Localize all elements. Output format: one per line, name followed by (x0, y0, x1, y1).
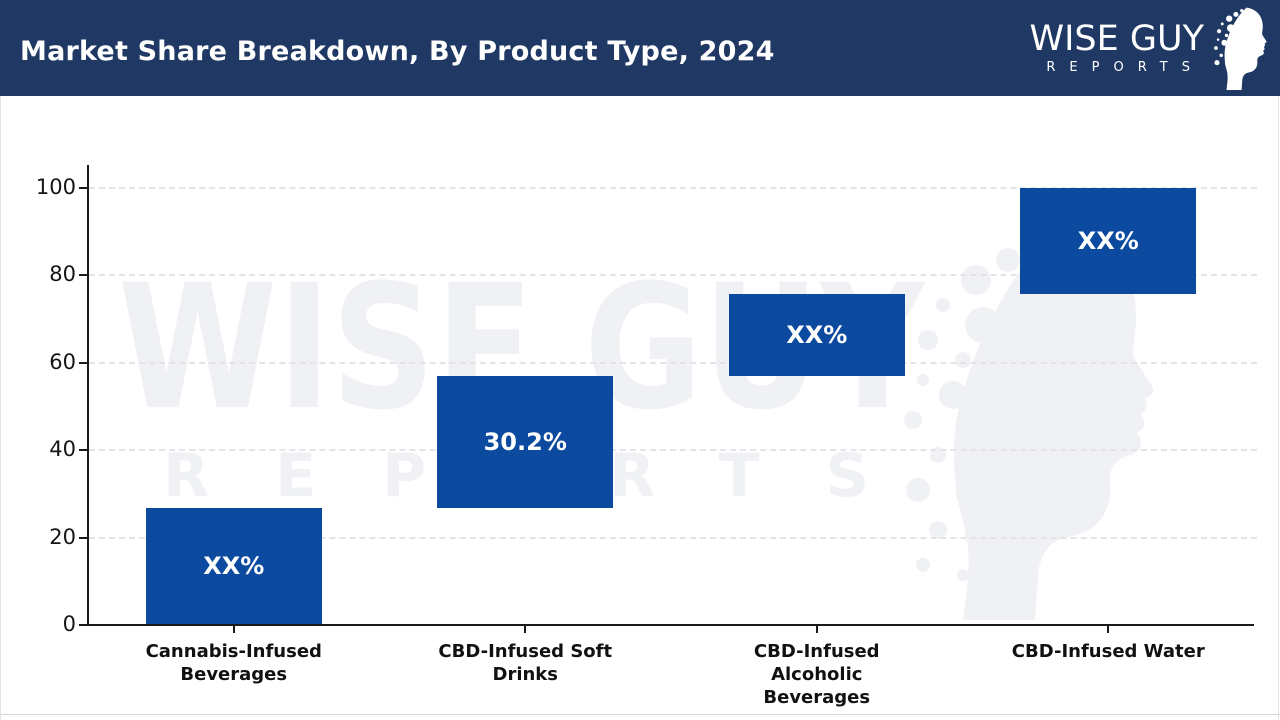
page-title: Market Share Breakdown, By Product Type,… (20, 36, 775, 67)
gridline-60 (89, 361, 1257, 364)
brand-subname: REPORTS (1046, 60, 1204, 76)
x-category-label-1: Cannabis-Infused Beverages (145, 641, 322, 685)
brand-name: WISE GUY (1029, 18, 1204, 59)
gridline-40 (89, 449, 1257, 452)
y-tick-label-100: 100 (35, 175, 76, 199)
y-tick-mark-20 (79, 536, 87, 539)
y-tick-label-80: 80 (49, 262, 76, 287)
y-tick-label-20: 20 (49, 524, 76, 549)
x-tick-mark-4 (1107, 626, 1110, 633)
gridline-100 (89, 187, 1257, 189)
x-category-label-4: CBD-Infused Water (1011, 641, 1205, 662)
y-tick-mark-0 (79, 624, 87, 626)
header-bar: Market Share Breakdown, By Product Type,… (0, 0, 1280, 96)
y-tick-label-0: 0 (62, 612, 76, 636)
y-tick-mark-100 (79, 187, 87, 189)
right-frame-line (1278, 96, 1279, 720)
brand-face-profile-icon (1214, 7, 1267, 90)
y-tick-label-60: 60 (49, 349, 76, 374)
left-frame-line (0, 96, 1, 720)
y-tick-mark-60 (79, 361, 87, 364)
bar-1: XX% (145, 507, 322, 625)
bar-value-label-2: 30.2% (483, 427, 567, 456)
x-tick-mark-1 (232, 626, 235, 633)
gridline-20 (89, 536, 1257, 539)
x-axis-line (87, 624, 1254, 626)
bar-2: 30.2% (437, 375, 614, 508)
y-tick-mark-80 (79, 274, 87, 277)
bar-value-label-1: XX% (203, 552, 265, 581)
y-axis-line (87, 165, 89, 626)
bottom-frame-line (0, 714, 1280, 715)
y-tick-mark-40 (79, 449, 87, 452)
x-tick-mark-2 (524, 626, 527, 633)
bar-4: XX% (1020, 188, 1197, 294)
gridline-80 (89, 274, 1257, 277)
bar-3: XX% (728, 293, 905, 376)
bar-value-label-4: XX% (1077, 226, 1139, 255)
bar-value-label-3: XX% (786, 320, 848, 349)
y-tick-label-40: 40 (49, 437, 76, 462)
x-tick-mark-3 (815, 626, 818, 633)
brand-logo-text: WISE GUY REPORTS (1029, 18, 1204, 76)
x-category-label-2: CBD-Infused Soft Drinks (438, 641, 613, 685)
x-category-label-3: CBD-Infused Alcoholic Beverages (753, 641, 880, 708)
brand-logo: WISE GUY REPORTS (1029, 4, 1270, 92)
watermark-face-profile-icon (904, 228, 1154, 620)
